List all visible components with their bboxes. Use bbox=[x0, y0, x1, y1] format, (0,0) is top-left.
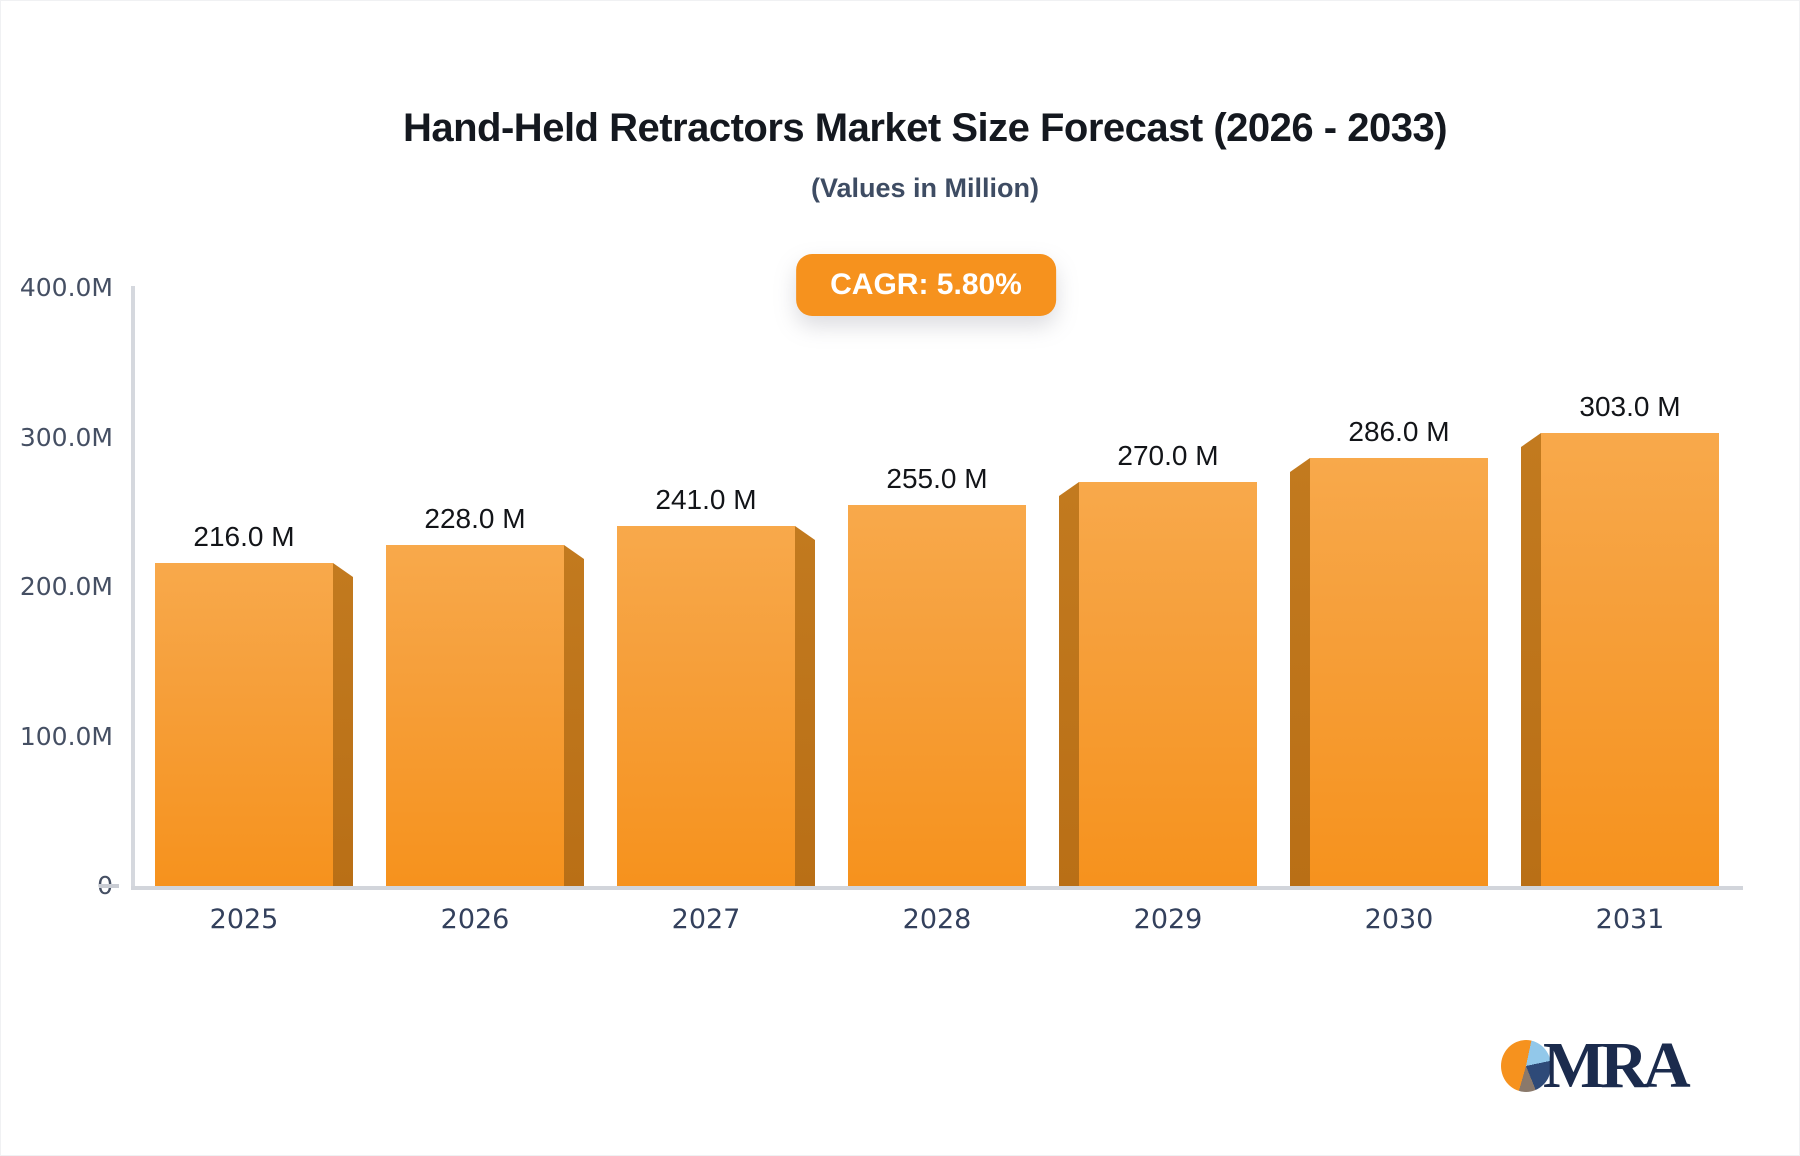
bar-value-label: 241.0 M bbox=[655, 484, 757, 515]
y-axis-tick-label: 300.0M bbox=[19, 422, 113, 452]
bar-face bbox=[1079, 482, 1257, 886]
bar-2028[interactable]: 255.0 M bbox=[848, 463, 1026, 886]
mra-logo: MRA bbox=[1501, 1029, 1691, 1102]
x-axis-label-2028: 2028 bbox=[902, 904, 972, 935]
bar-2025[interactable]: 216.0 M bbox=[155, 521, 353, 886]
zero-tick-mark bbox=[99, 884, 119, 888]
bar-2031[interactable]: 303.0 M bbox=[1521, 391, 1719, 886]
bar-value-label: 270.0 M bbox=[1117, 440, 1219, 471]
bar-face bbox=[1310, 458, 1488, 886]
y-axis-tick-label: 100.0M bbox=[19, 721, 113, 751]
bar-side-face bbox=[333, 563, 353, 886]
chart-subtitle: (Values in Million) bbox=[810, 173, 1040, 203]
bar-2030[interactable]: 286.0 M bbox=[1290, 416, 1488, 886]
y-axis-tick-label: 200.0M bbox=[19, 572, 113, 601]
logo-text: MRA bbox=[1543, 1029, 1691, 1102]
y-axis-tick-label: 0 bbox=[1, 870, 113, 902]
bar-value-label: 286.0 M bbox=[1348, 416, 1450, 447]
bar-value-label: 216.0 M bbox=[193, 521, 295, 552]
bar-side-face bbox=[1521, 433, 1541, 886]
bar-face bbox=[617, 526, 795, 886]
bar-2027[interactable]: 241.0 M bbox=[617, 484, 815, 886]
x-axis-label-2031: 2031 bbox=[1595, 904, 1665, 935]
chart-title: Hand-Held Retractors Market Size Forecas… bbox=[402, 106, 1448, 150]
y-axis-tick-label: 400.0M bbox=[19, 273, 113, 302]
bar-value-label: 228.0 M bbox=[424, 503, 526, 534]
x-axis-label-2025: 2025 bbox=[209, 904, 279, 935]
bar-side-face bbox=[564, 545, 584, 886]
bar-value-label: 255.0 M bbox=[886, 463, 988, 494]
bar-face bbox=[155, 563, 333, 886]
bar-side-face bbox=[1290, 458, 1310, 886]
logo-pie-icon bbox=[1501, 1040, 1551, 1092]
bar-value-label: 303.0 M bbox=[1579, 391, 1681, 422]
x-axis-label-2030: 2030 bbox=[1364, 904, 1434, 935]
bar-side-face bbox=[1059, 482, 1079, 886]
bar-face bbox=[386, 545, 564, 886]
x-axis-label-2027: 2027 bbox=[671, 904, 741, 935]
bar-face bbox=[848, 505, 1026, 886]
x-axis-label-2029: 2029 bbox=[1133, 904, 1203, 935]
x-axis-line bbox=[131, 886, 1743, 890]
bar-side-face bbox=[795, 526, 815, 886]
x-axis-label-2026: 2026 bbox=[440, 904, 510, 935]
cagr-badge: CAGR: 5.80% bbox=[796, 254, 1056, 316]
bar-face bbox=[1541, 433, 1719, 886]
y-axis-line bbox=[131, 286, 135, 890]
bar-2029[interactable]: 270.0 M bbox=[1059, 440, 1257, 886]
bar-2026[interactable]: 228.0 M bbox=[386, 503, 584, 886]
